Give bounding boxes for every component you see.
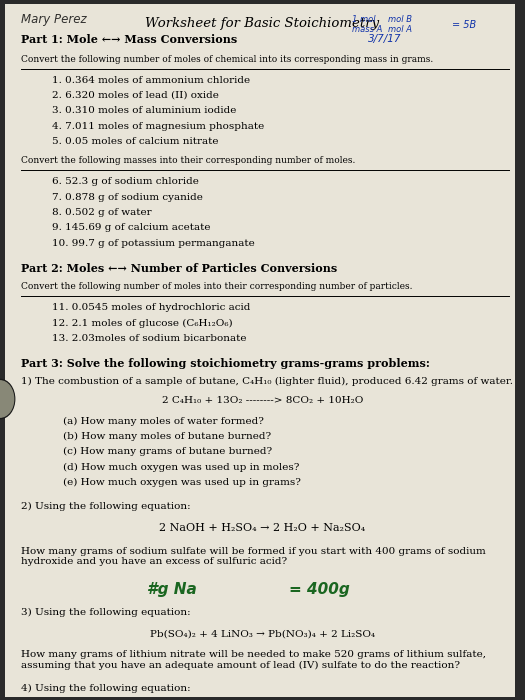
Text: 8. 0.502 g of water: 8. 0.502 g of water: [52, 208, 152, 217]
Text: mol B: mol B: [388, 15, 413, 24]
Text: 7. 0.878 g of sodium cyanide: 7. 0.878 g of sodium cyanide: [52, 193, 203, 202]
Text: 9. 145.69 g of calcium acetate: 9. 145.69 g of calcium acetate: [52, 223, 211, 232]
Text: Part 2: Moles ←→ Number of Particles Conversions: Part 2: Moles ←→ Number of Particles Con…: [21, 262, 337, 274]
Text: (d) How much oxygen was used up in moles?: (d) How much oxygen was used up in moles…: [63, 463, 299, 472]
Text: Convert the following masses into their corresponding number of moles.: Convert the following masses into their …: [21, 156, 355, 165]
Text: (a) How many moles of water formed?: (a) How many moles of water formed?: [63, 416, 264, 426]
Text: 1) The combustion of a sample of butane, C₄H₁₀ (lighter fluid), produced 6.42 gr: 1) The combustion of a sample of butane,…: [21, 377, 513, 386]
Text: mass A: mass A: [352, 25, 382, 34]
Circle shape: [0, 379, 15, 419]
Text: Convert the following number of moles of chemical into its corresponding mass in: Convert the following number of moles of…: [21, 55, 433, 64]
Text: 2 C₄H₁₀ + 13O₂ --------> 8CO₂ + 10H₂O: 2 C₄H₁₀ + 13O₂ --------> 8CO₂ + 10H₂O: [162, 395, 363, 405]
Text: 4) Using the following equation:: 4) Using the following equation:: [21, 684, 191, 693]
Text: Part 3: Solve the following stoichiometry grams-grams problems:: Part 3: Solve the following stoichiometr…: [21, 358, 430, 369]
Text: How many grams of sodium sulfate will be formed if you start with 400 grams of s: How many grams of sodium sulfate will be…: [21, 547, 486, 566]
Text: mol A: mol A: [388, 25, 413, 34]
Text: 2 NaOH + H₂SO₄ → 2 H₂O + Na₂SO₄: 2 NaOH + H₂SO₄ → 2 H₂O + Na₂SO₄: [160, 523, 365, 533]
Text: (e) How much oxygen was used up in grams?: (e) How much oxygen was used up in grams…: [63, 478, 301, 487]
Text: How many grams of lithium nitrate will be needed to make 520 grams of lithium su: How many grams of lithium nitrate will b…: [21, 650, 486, 670]
Text: 1 mol: 1 mol: [352, 15, 375, 24]
Text: 5. 0.05 moles of calcium nitrate: 5. 0.05 moles of calcium nitrate: [52, 137, 219, 146]
Text: Pb(SO₄)₂ + 4 LiNO₃ → Pb(NO₃)₄ + 2 Li₂SO₄: Pb(SO₄)₂ + 4 LiNO₃ → Pb(NO₃)₄ + 2 Li₂SO₄: [150, 629, 375, 638]
Text: 2. 6.320 moles of lead (II) oxide: 2. 6.320 moles of lead (II) oxide: [52, 91, 219, 100]
Text: Part 1: Mole ←→ Mass Conversions: Part 1: Mole ←→ Mass Conversions: [21, 34, 237, 45]
Text: Convert the following number of moles into their corresponding number of particl: Convert the following number of moles in…: [21, 282, 413, 291]
Text: 6. 52.3 g of sodium chloride: 6. 52.3 g of sodium chloride: [52, 177, 200, 186]
Text: 10. 99.7 g of potassium permanganate: 10. 99.7 g of potassium permanganate: [52, 239, 255, 248]
FancyBboxPatch shape: [5, 4, 514, 696]
Text: Worksheet for Basic Stoichiometry: Worksheet for Basic Stoichiometry: [145, 18, 380, 31]
Text: 13. 2.03moles of sodium bicarbonate: 13. 2.03moles of sodium bicarbonate: [52, 334, 247, 343]
Text: 3/7/17: 3/7/17: [368, 34, 401, 43]
Text: 4. 7.011 moles of magnesium phosphate: 4. 7.011 moles of magnesium phosphate: [52, 122, 265, 131]
Text: #g Na: #g Na: [147, 582, 197, 596]
Text: = 400g: = 400g: [289, 582, 350, 596]
Text: 3) Using the following equation:: 3) Using the following equation:: [21, 608, 191, 617]
Text: 11. 0.0545 moles of hydrochloric acid: 11. 0.0545 moles of hydrochloric acid: [52, 303, 251, 312]
Text: (c) How many grams of butane burned?: (c) How many grams of butane burned?: [63, 447, 272, 456]
Text: (b) How many moles of butane burned?: (b) How many moles of butane burned?: [63, 432, 271, 441]
Text: 3. 0.310 moles of aluminium iodide: 3. 0.310 moles of aluminium iodide: [52, 106, 237, 116]
Text: = 5B: = 5B: [452, 20, 476, 29]
Circle shape: [0, 381, 14, 417]
Text: Mary Perez: Mary Perez: [21, 13, 87, 26]
Text: 12. 2.1 moles of glucose (C₆H₁₂O₆): 12. 2.1 moles of glucose (C₆H₁₂O₆): [52, 318, 233, 328]
Text: 1. 0.364 moles of ammonium chloride: 1. 0.364 moles of ammonium chloride: [52, 76, 250, 85]
Text: 2) Using the following equation:: 2) Using the following equation:: [21, 502, 191, 511]
